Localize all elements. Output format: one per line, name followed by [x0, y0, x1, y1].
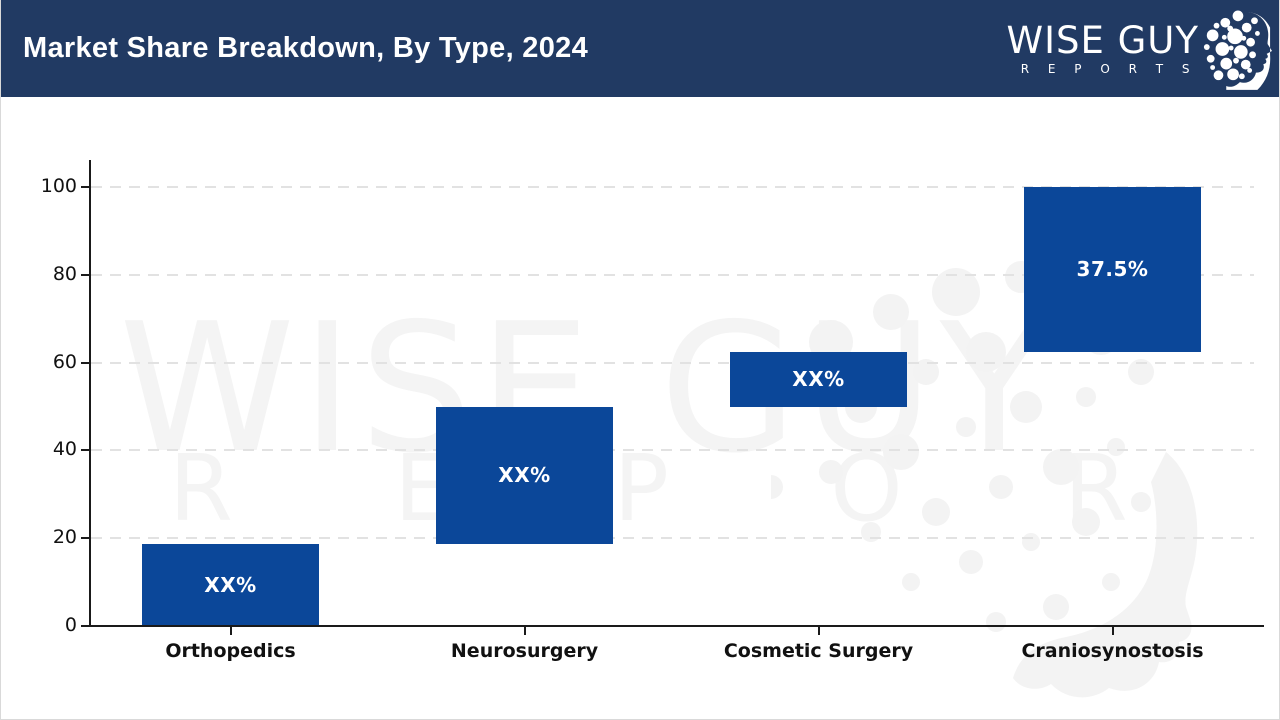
gridline-20	[91, 537, 1254, 540]
gridline-40	[91, 449, 1254, 452]
y-axis-line	[89, 160, 91, 626]
logo-head-icon	[1203, 10, 1273, 90]
x-tick-mark-2	[523, 627, 526, 635]
bar-orthopedics: XX%	[142, 543, 319, 626]
bar-value-label: XX%	[792, 367, 845, 392]
bar-value-label: 37.5%	[1076, 257, 1149, 282]
x-tick-label-4: Craniosynostosis	[1021, 640, 1204, 662]
y-tick-label-100: 100	[40, 175, 77, 197]
logo-wordmark-line1: WISE GUY	[1006, 18, 1199, 62]
bar-value-label: XX%	[204, 572, 257, 597]
x-tick-label-2: Neurosurgery	[450, 640, 599, 662]
bar-craniosynostosis: 37.5%	[1024, 187, 1201, 352]
y-tick-label-0: 0	[64, 614, 77, 636]
gridline-80	[91, 273, 1254, 276]
x-tick-label-3: Cosmetic Surgery	[723, 640, 914, 662]
y-tick-mark-40	[81, 449, 89, 452]
bar-value-label: XX%	[498, 463, 551, 488]
y-tick-label-60: 60	[52, 350, 77, 373]
bar-neurosurgery: XX%	[436, 406, 613, 544]
x-tick-mark-3	[817, 627, 820, 635]
x-tick-label-1: Orthopedics	[165, 640, 296, 662]
x-tick-mark-4	[1111, 627, 1114, 635]
y-tick-mark-60	[81, 361, 89, 364]
y-tick-mark-20	[81, 537, 89, 540]
logo-wordmark: WISE GUY R E P O R T S	[1007, 22, 1199, 76]
chart-title: Market Share Breakdown, By Type, 2024	[23, 32, 589, 64]
y-tick-label-40: 40	[52, 438, 77, 461]
gridline-100	[91, 186, 1254, 188]
y-tick-label-80: 80	[52, 262, 77, 285]
y-tick-label-20: 20	[52, 526, 77, 549]
x-axis-line	[89, 625, 1264, 627]
x-tick-mark-1	[229, 627, 232, 635]
bar-cosmetic-surgery: XX%	[730, 351, 907, 407]
wise-guy-logo: WISE GUY R E P O R T S	[1007, 0, 1273, 97]
logo-wordmark-line2: R E P O R T S	[1020, 61, 1197, 76]
chart-canvas: WISE GUY R E P O R T S 020406080100XX%Or…	[1, 97, 1279, 719]
header-bar: Market Share Breakdown, By Type, 2024 WI…	[1, 0, 1279, 97]
y-tick-mark-80	[81, 273, 89, 276]
y-tick-mark-100	[81, 186, 89, 188]
y-tick-mark-0	[81, 625, 89, 627]
gridline-60	[91, 361, 1254, 364]
